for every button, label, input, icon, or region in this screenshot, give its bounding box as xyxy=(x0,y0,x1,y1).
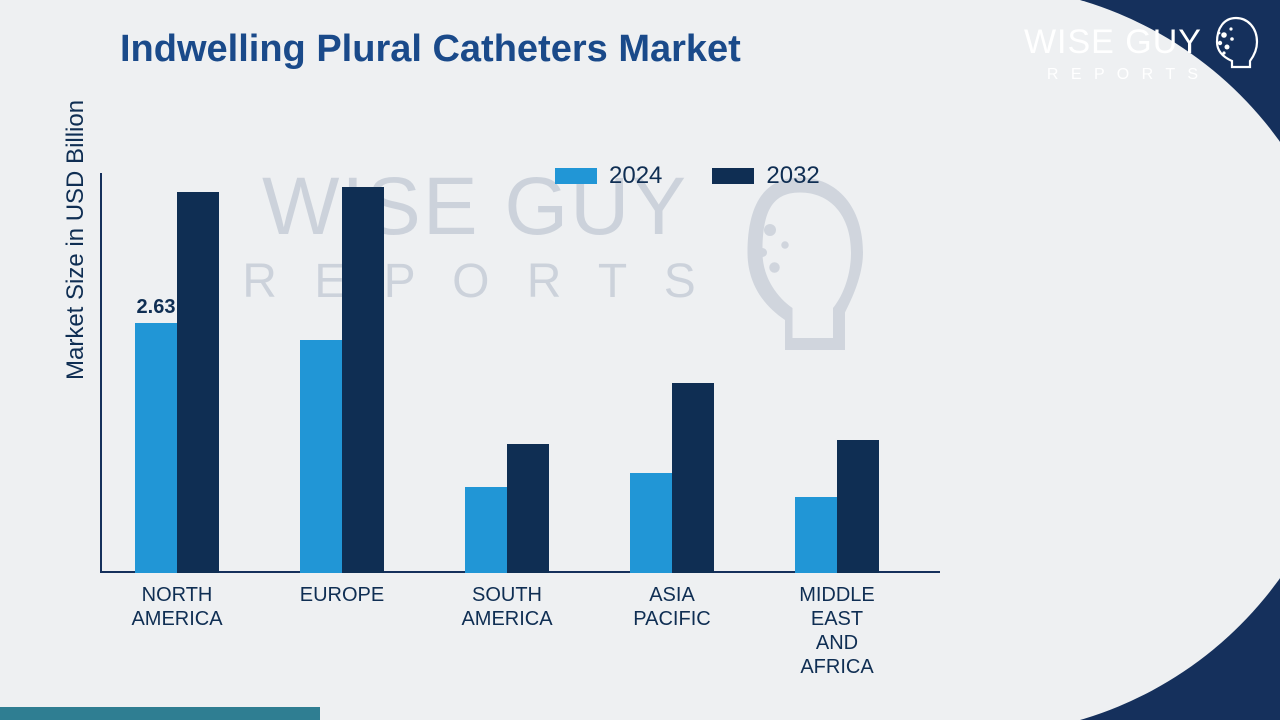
brand-logo-line1: WISE GUY xyxy=(1024,23,1202,62)
brand-logo-row1: WISE GUY xyxy=(980,15,1260,69)
head-icon xyxy=(1206,15,1260,69)
bar xyxy=(672,383,714,573)
y-axis-line xyxy=(100,173,102,573)
bar xyxy=(300,340,342,573)
bar xyxy=(795,497,837,573)
bar-value-label: 2.63 xyxy=(106,296,206,319)
brand-logo-line2: R E P O R T S xyxy=(980,66,1202,84)
bar xyxy=(342,187,384,573)
chart-title: Indwelling Plural Catheters Market xyxy=(120,28,741,71)
y-axis-label: Market Size in USD Billion xyxy=(62,100,90,380)
brand-logo: WISE GUY R E P O R T S xyxy=(980,15,1260,84)
x-axis-category-label: EUROPE xyxy=(267,583,417,607)
x-axis-category-label: SOUTHAMERICA xyxy=(432,583,582,631)
bar xyxy=(465,487,507,573)
bar xyxy=(837,440,879,573)
bar xyxy=(135,323,177,573)
x-axis-category-label: NORTHAMERICA xyxy=(102,583,252,631)
x-axis-category-label: MIDDLEEASTANDAFRICA xyxy=(762,583,912,679)
bar xyxy=(507,444,549,573)
x-axis-category-label: ASIAPACIFIC xyxy=(597,583,747,631)
bar xyxy=(630,473,672,573)
stage: WISE GUY R E P O R T S Indwelling Plural… xyxy=(0,0,1280,720)
bar xyxy=(177,192,219,573)
x-axis-labels: NORTHAMERICA EUROPE SOUTHAMERICA ASIAPACIFI… xyxy=(100,575,940,720)
bar-chart: 2.63 xyxy=(100,173,940,573)
